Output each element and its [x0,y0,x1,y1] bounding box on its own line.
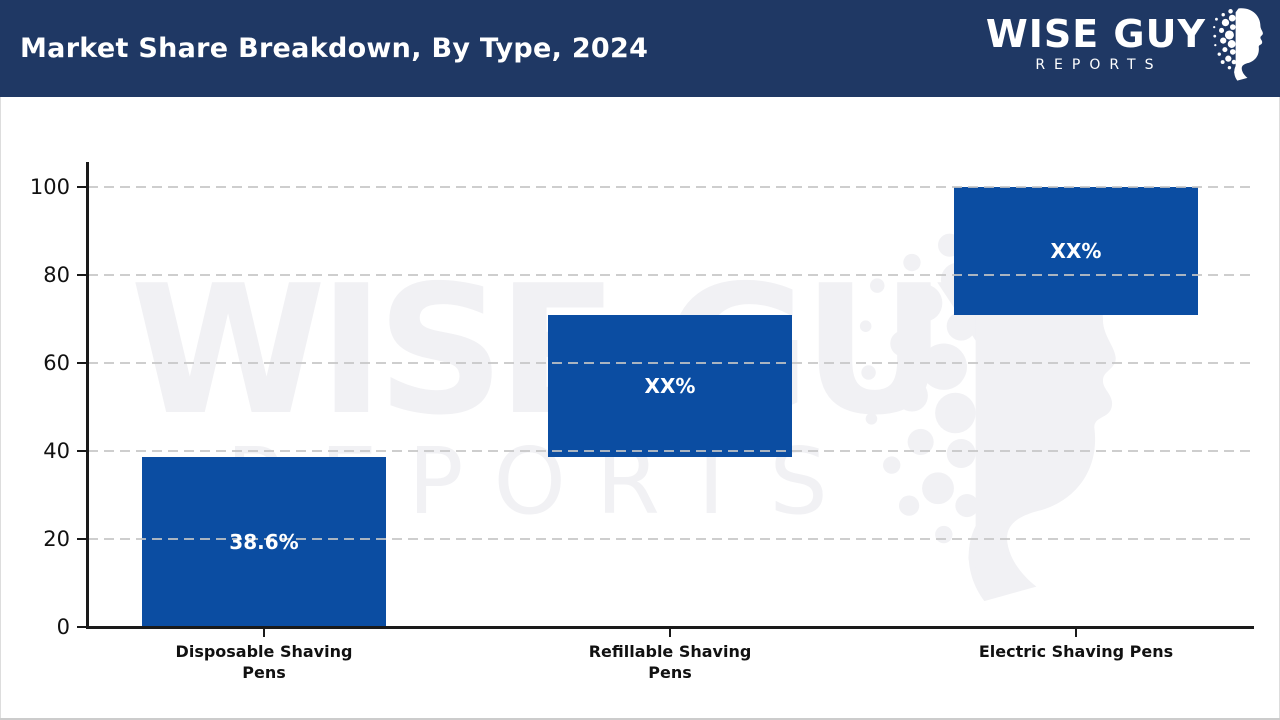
y-axis-line [86,162,89,629]
brand-wordmark: WISE GUY [985,12,1206,56]
brand-face-icon [1208,6,1270,82]
bar-value-label: XX% [644,374,696,399]
x-tick [1075,629,1077,637]
gridline [88,538,1252,540]
bar [548,315,792,458]
y-tick [77,450,86,452]
bar [954,187,1198,316]
y-tick [77,538,86,540]
y-tick [77,186,86,188]
brand-wordmark-block: WISE GUY REPORTS [986,15,1206,73]
x-category-label: Disposable Shaving Pens [175,642,353,682]
y-tick-label: 80 [43,263,70,287]
x-category-label: Electric Shaving Pens [978,642,1174,661]
y-tick-label: 100 [29,175,70,199]
y-tick [77,626,86,628]
bar-value-label: 38.6% [229,530,299,555]
x-category-label: Refillable Shaving Pens [588,642,752,682]
y-tick-label: 20 [43,527,70,551]
header-bar: Market Share Breakdown, By Type, 2024 WI… [0,0,1280,97]
y-tick [77,274,86,276]
page-title: Market Share Breakdown, By Type, 2024 [20,33,649,64]
y-tick-label: 0 [56,615,70,639]
y-tick [77,362,86,364]
brand-logo: WISE GUY REPORTS [986,6,1270,82]
bar-value-label: XX% [1050,239,1102,264]
brand-subtext: REPORTS [1035,57,1163,73]
x-tick [669,629,671,637]
gridline [88,274,1252,276]
gridline [88,362,1252,364]
y-tick-label: 60 [43,351,70,375]
gridline [88,186,1252,188]
y-tick-label: 40 [43,439,70,463]
x-axis-line [86,626,1254,629]
bar [142,457,386,627]
gridline [88,450,1252,452]
x-tick [263,629,265,637]
